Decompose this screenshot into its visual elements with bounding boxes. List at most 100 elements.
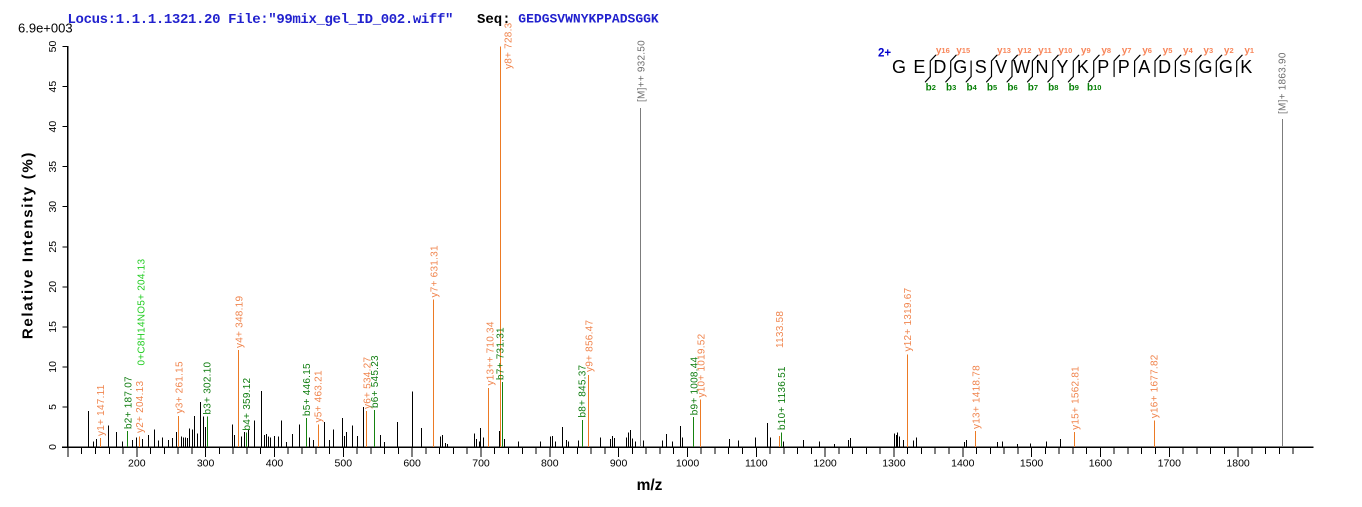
svg-text:300: 300: [197, 458, 215, 470]
svg-text:N: N: [1036, 57, 1049, 77]
svg-text:W: W: [1013, 57, 1030, 77]
svg-text:0+C8H14NO5+ 204.13: 0+C8H14NO5+ 204.13: [137, 259, 148, 366]
svg-text:b10+ 1136.51: b10+ 1136.51: [777, 366, 788, 430]
svg-text:P: P: [1097, 57, 1109, 77]
svg-text:200: 200: [128, 458, 146, 470]
svg-text:1800: 1800: [1226, 458, 1250, 470]
svg-text:1000: 1000: [676, 458, 700, 470]
svg-text:y9: y9: [1081, 46, 1091, 57]
svg-text:1300: 1300: [882, 458, 906, 470]
svg-text:y2: y2: [1224, 46, 1234, 57]
svg-text:y1: y1: [1244, 46, 1254, 57]
svg-text:b4+ 359.12: b4+ 359.12: [242, 377, 253, 430]
svg-text:b9: b9: [1069, 83, 1079, 94]
svg-text:700: 700: [472, 458, 490, 470]
svg-text:y9+ 856.47: y9+ 856.47: [585, 320, 596, 372]
svg-text:5: 5: [47, 404, 59, 410]
svg-text:y5: y5: [1163, 46, 1173, 57]
svg-text:y16+ 1677.82: y16+ 1677.82: [1150, 354, 1161, 418]
svg-text:10: 10: [47, 361, 59, 373]
svg-text:b5: b5: [987, 83, 997, 94]
svg-text:[M]+ 1863.90: [M]+ 1863.90: [1278, 52, 1289, 114]
svg-text:400: 400: [266, 458, 284, 470]
svg-text:1133.58: 1133.58: [775, 311, 786, 348]
svg-text:A: A: [1138, 57, 1150, 77]
svg-text:35: 35: [47, 161, 59, 173]
svg-text:[M]++ 932.50: [M]++ 932.50: [637, 40, 648, 102]
svg-text:y13+ 1418.78: y13+ 1418.78: [971, 365, 982, 429]
svg-text:b3: b3: [946, 83, 956, 94]
svg-text:K: K: [1240, 57, 1252, 77]
svg-text:y4: y4: [1183, 46, 1194, 57]
svg-text:b2+ 187.07: b2+ 187.07: [124, 376, 135, 429]
svg-text:D: D: [933, 57, 946, 77]
svg-text:E: E: [913, 57, 925, 77]
svg-text:1400: 1400: [951, 458, 975, 470]
svg-text:y5+ 463.21: y5+ 463.21: [314, 370, 325, 422]
svg-text:b3+ 302.10: b3+ 302.10: [203, 361, 214, 414]
svg-text:G: G: [892, 57, 906, 77]
svg-text:1600: 1600: [1089, 458, 1113, 470]
svg-text:Locus:1.1.1.1321.20 File:"99mi: Locus:1.1.1.1321.20 File:"99mix_gel_ID_0…: [68, 12, 454, 28]
svg-text:y7: y7: [1122, 46, 1132, 57]
svg-text:25: 25: [47, 241, 59, 253]
svg-text:1500: 1500: [1020, 458, 1044, 470]
svg-text:b10: b10: [1087, 83, 1101, 94]
svg-text:Relative Intensity (%): Relative Intensity (%): [20, 151, 37, 339]
svg-text:G: G: [1219, 57, 1233, 77]
svg-text:45: 45: [47, 81, 59, 93]
svg-text:0: 0: [47, 444, 59, 450]
svg-text:y8+ 728.3: y8+ 728.3: [503, 22, 514, 69]
svg-text:b7: b7: [1028, 83, 1038, 94]
svg-text:y3+ 261.15: y3+ 261.15: [175, 361, 186, 413]
svg-text:2+: 2+: [878, 48, 891, 60]
svg-text:y13: y13: [997, 46, 1011, 57]
svg-text:b6+ 545.23: b6+ 545.23: [370, 355, 381, 408]
svg-text:S: S: [1179, 57, 1191, 77]
svg-text:y6: y6: [1142, 46, 1152, 57]
svg-text:30: 30: [47, 201, 59, 213]
svg-text:900: 900: [610, 458, 628, 470]
svg-text:20: 20: [47, 281, 59, 293]
svg-text:y15+ 1562.81: y15+ 1562.81: [1070, 366, 1081, 430]
svg-text:D: D: [1158, 57, 1171, 77]
svg-text:b2: b2: [926, 83, 936, 94]
svg-text:500: 500: [335, 458, 353, 470]
svg-text:6.9e+003: 6.9e+003: [18, 20, 73, 35]
svg-text:y12: y12: [1018, 46, 1032, 57]
svg-text:y16: y16: [936, 46, 950, 57]
svg-text:50: 50: [47, 41, 59, 53]
svg-text:G: G: [953, 57, 967, 77]
svg-text:y11: y11: [1038, 46, 1052, 57]
svg-text:K: K: [1077, 57, 1089, 77]
svg-text:600: 600: [403, 458, 421, 470]
svg-text:y8: y8: [1101, 46, 1111, 57]
svg-text:b7+ 731.31: b7+ 731.31: [496, 327, 507, 380]
svg-text:S: S: [975, 57, 987, 77]
svg-text:y3: y3: [1203, 46, 1213, 57]
svg-text:P: P: [1118, 57, 1130, 77]
svg-text:1100: 1100: [745, 458, 768, 470]
svg-text:y7+ 631.31: y7+ 631.31: [429, 245, 440, 297]
svg-text:b5+ 446.15: b5+ 446.15: [302, 363, 313, 416]
svg-text:G: G: [1198, 57, 1212, 77]
svg-text:y6+ 534.27: y6+ 534.27: [363, 357, 374, 409]
svg-text:1200: 1200: [813, 458, 837, 470]
svg-text:V: V: [995, 57, 1007, 77]
svg-text:1700: 1700: [1158, 458, 1182, 470]
svg-text:y10+ 1019.52: y10+ 1019.52: [697, 333, 708, 397]
svg-text:y13++ 710.34: y13++ 710.34: [485, 321, 496, 385]
svg-text:800: 800: [541, 458, 559, 470]
svg-text:y10: y10: [1058, 46, 1072, 57]
svg-text:y2+ 204.13: y2+ 204.13: [135, 381, 146, 433]
svg-text:b6: b6: [1007, 83, 1017, 94]
svg-text:15: 15: [47, 321, 59, 333]
svg-text:b8: b8: [1048, 83, 1058, 94]
svg-text:m/z: m/z: [637, 477, 663, 494]
svg-text:GEDGSVWNYKPPADSGGK: GEDGSVWNYKPPADSGGK: [518, 12, 659, 27]
svg-text:Seq:: Seq:: [477, 12, 511, 28]
svg-text:y15: y15: [956, 46, 970, 57]
svg-text:y1+ 147.11: y1+ 147.11: [96, 384, 107, 436]
svg-text:y4+ 348.19: y4+ 348.19: [234, 296, 245, 348]
svg-text:b9+ 1008.44: b9+ 1008.44: [690, 356, 701, 415]
